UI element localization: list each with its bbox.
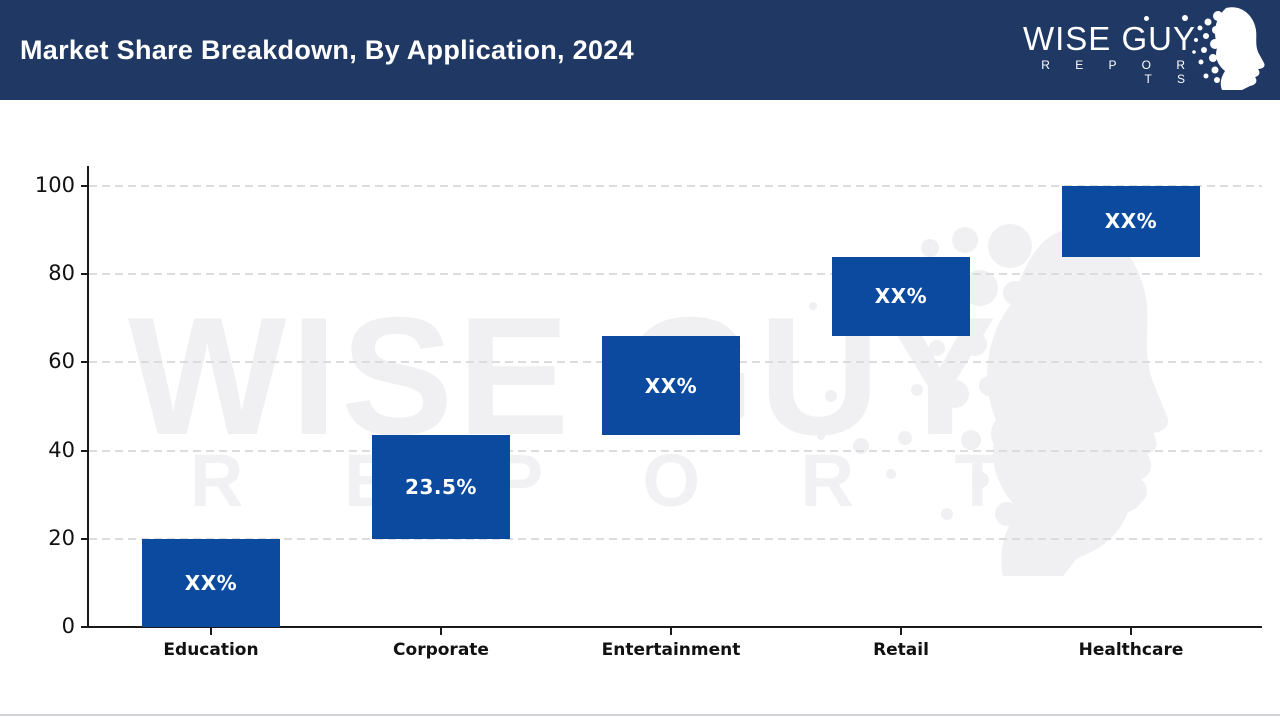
y-tick-20 (81, 537, 88, 540)
bar-value-label: XX% (184, 570, 238, 595)
bar-corporate: 23.5% (372, 435, 510, 539)
bar-value-label: XX% (874, 284, 928, 309)
bar-retail: XX% (832, 256, 970, 336)
logo-subtitle: R E P O R T S (1041, 58, 1196, 86)
logo-text: WISE GUY R E P O R T S (1016, 20, 1196, 87)
y-tick-label-40: 40 (48, 437, 75, 462)
wise-guy-logo: WISE GUY R E P O R T S (1016, 6, 1266, 94)
logo-accent-dot (1144, 16, 1149, 21)
y-axis (87, 166, 89, 628)
gridline-20 (89, 537, 1262, 540)
chart-area: WISE GUY R E P O R T S 0 20 40 60 80 100 XX% Ed… (0, 100, 1280, 720)
page-title: Market Share Breakdown, By Application, … (20, 34, 634, 65)
logo-wordmark: WISE GUY (1022, 20, 1196, 57)
y-tick-0 (81, 626, 88, 628)
x-tick-label-2: Entertainment (601, 640, 741, 660)
y-tick-label-60: 60 (48, 349, 75, 374)
bar-value-label: XX% (1104, 209, 1158, 234)
x-tick-4 (1130, 628, 1132, 635)
x-tick-label-3: Retail (873, 640, 929, 660)
bar-education: XX% (142, 538, 280, 627)
x-axis (87, 626, 1262, 628)
x-tick-1 (440, 628, 442, 635)
logo-accent-dot (1182, 15, 1188, 21)
gridline-80 (89, 273, 1262, 276)
bar-healthcare: XX% (1062, 186, 1200, 257)
x-tick-label-4: Healthcare (1078, 640, 1184, 660)
bar-value-label: 23.5% (405, 474, 477, 499)
watermark-reports: R E P O R T S (190, 439, 1190, 522)
y-tick-60 (81, 361, 88, 364)
x-tick-label-1: Corporate (393, 640, 489, 660)
bottom-border (0, 714, 1280, 716)
x-tick-2 (670, 628, 672, 635)
y-tick-label-20: 20 (48, 525, 75, 550)
gridline-100 (89, 185, 1262, 187)
x-tick-label-0: Education (163, 640, 259, 660)
y-tick-label-100: 100 (34, 173, 75, 197)
bar-entertainment: XX% (602, 335, 740, 436)
y-tick-100 (81, 185, 88, 187)
y-tick-label-80: 80 (48, 261, 75, 286)
watermark-face-icon (809, 224, 1169, 576)
bar-value-label: XX% (644, 373, 698, 398)
x-tick-0 (210, 628, 212, 635)
y-tick-40 (81, 449, 88, 452)
gridline-40 (89, 449, 1262, 452)
x-tick-3 (900, 628, 902, 635)
logo-face-icon (1192, 7, 1265, 90)
y-tick-80 (81, 273, 88, 276)
y-tick-label-0: 0 (61, 614, 75, 638)
header-bar: Market Share Breakdown, By Application, … (0, 0, 1280, 100)
